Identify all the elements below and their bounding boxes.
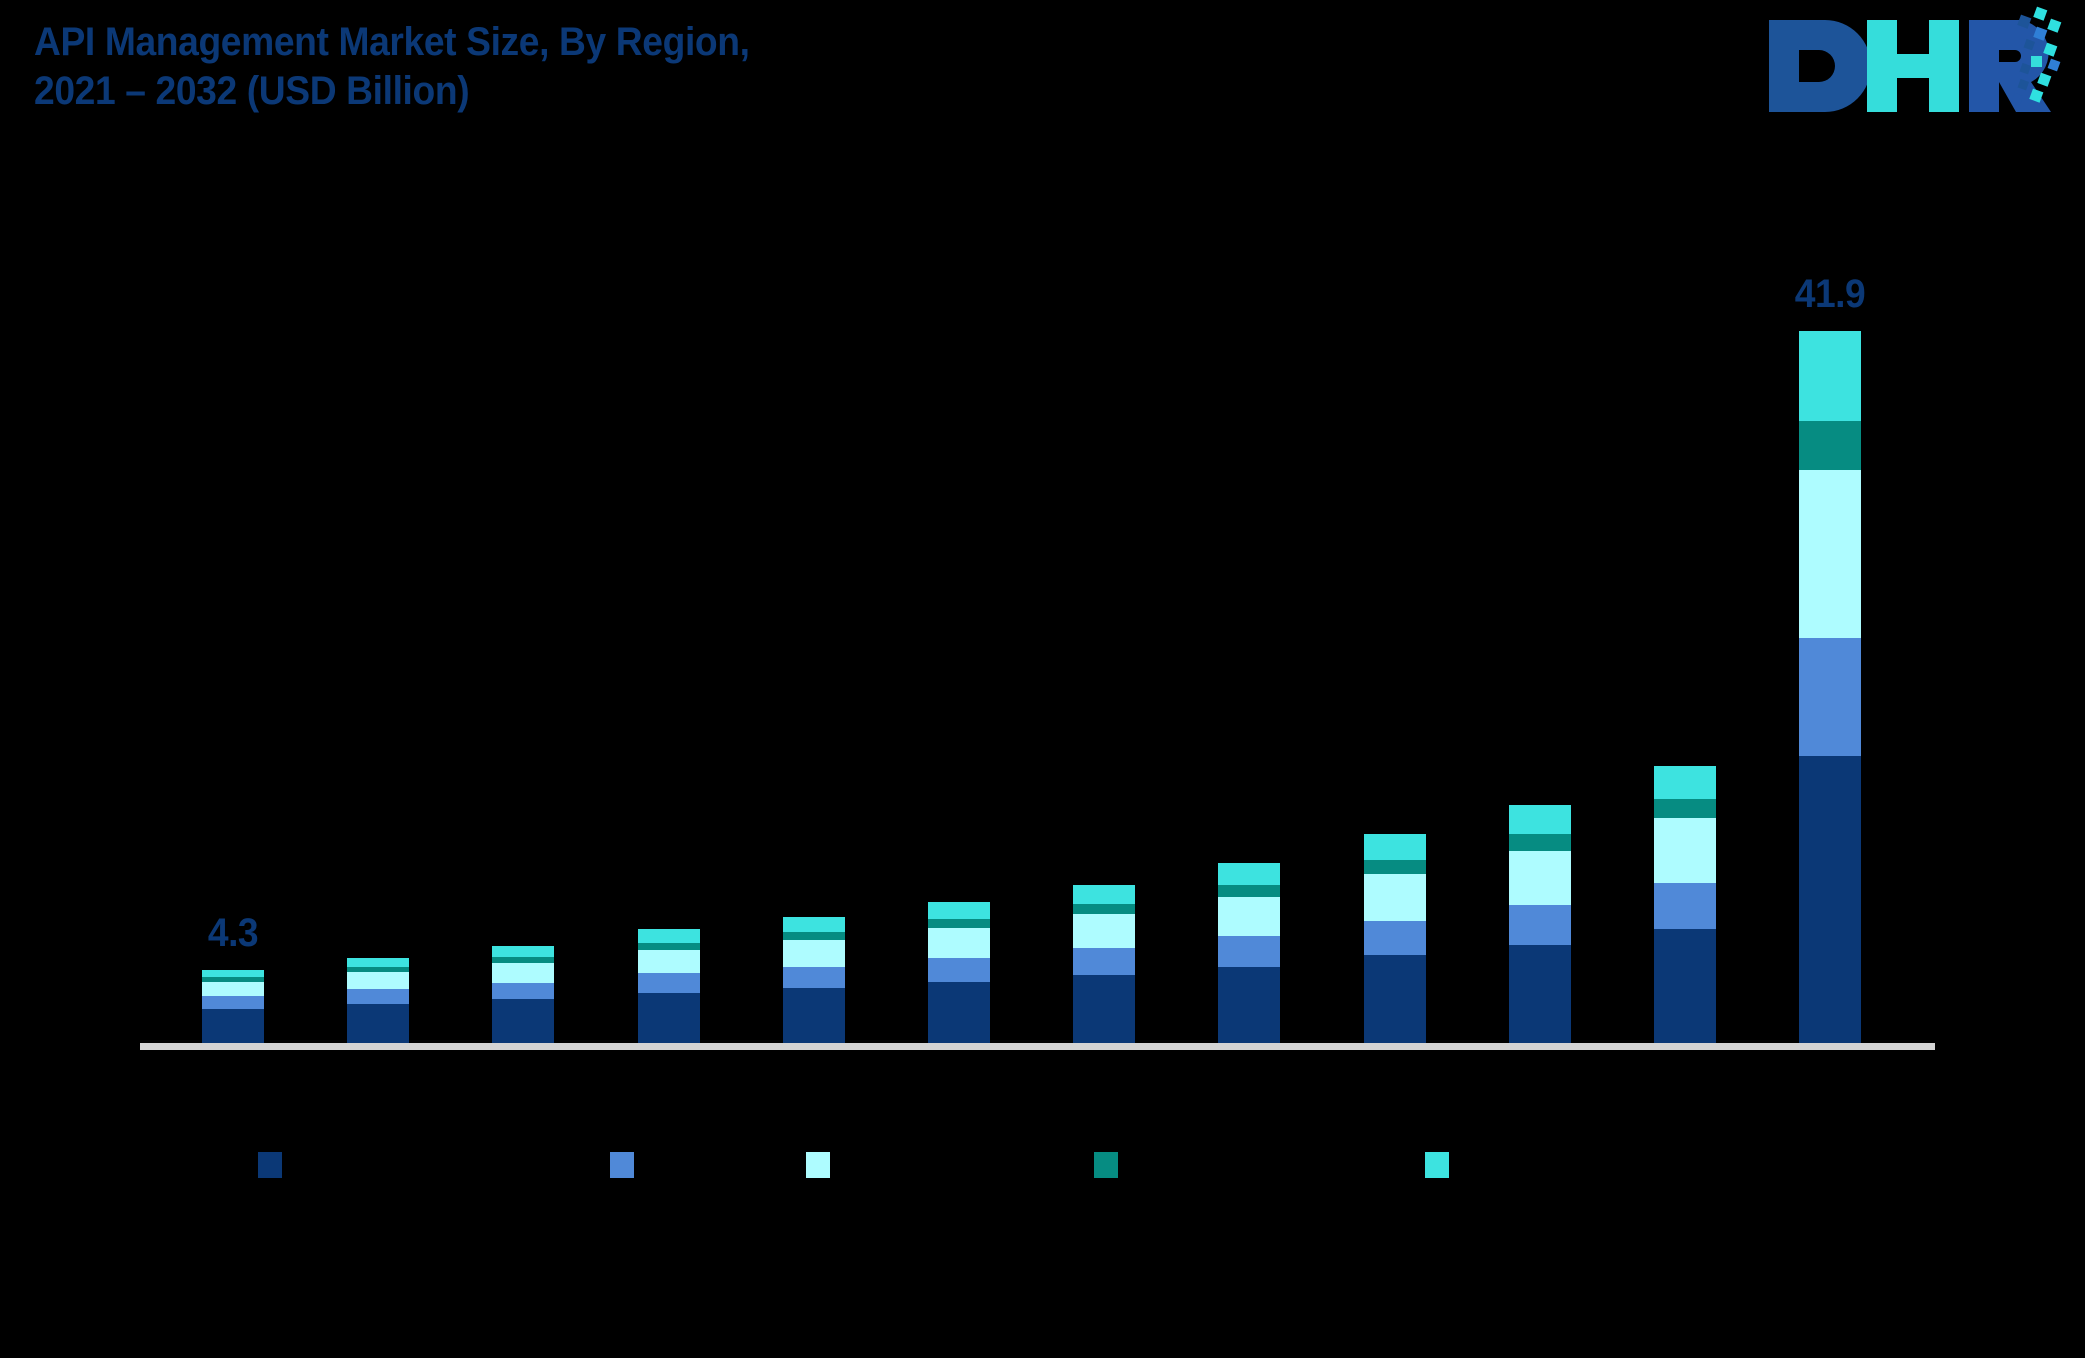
bar-segment-series-2[interactable] bbox=[1363, 920, 1426, 956]
bar-stack[interactable] bbox=[347, 958, 410, 1043]
bar-segment-series-2[interactable] bbox=[202, 996, 264, 1009]
bar-segment-series-4[interactable] bbox=[492, 957, 555, 964]
bar-segment-series-5[interactable] bbox=[492, 946, 555, 958]
bar-segment-series-4[interactable] bbox=[1799, 420, 1862, 471]
bar-segment-series-1[interactable] bbox=[1073, 975, 1136, 1043]
bar-segment-series-1[interactable] bbox=[928, 981, 990, 1043]
bar-stack[interactable] bbox=[928, 901, 990, 1043]
bar-stack[interactable] bbox=[1508, 805, 1571, 1043]
bar-stack[interactable] bbox=[1073, 884, 1136, 1043]
dhr-logo bbox=[1763, 6, 2063, 138]
bar-segment-series-5[interactable] bbox=[637, 929, 700, 943]
bar-segment-series-4[interactable] bbox=[347, 966, 410, 972]
bar-segment-series-4[interactable] bbox=[637, 942, 700, 950]
chart-legend bbox=[0, 1152, 2085, 1212]
legend-item-series-4[interactable] bbox=[1094, 1152, 1129, 1178]
bar-segment-series-3[interactable] bbox=[782, 939, 845, 967]
bar-segment-series-1[interactable] bbox=[202, 1008, 264, 1043]
bar-segment-series-1[interactable] bbox=[1799, 755, 1862, 1043]
bar-segment-series-5[interactable] bbox=[928, 901, 990, 919]
bar-segment-series-5[interactable] bbox=[1654, 765, 1716, 799]
bar-segment-series-1[interactable] bbox=[1218, 966, 1281, 1043]
bar-stack[interactable] bbox=[1218, 862, 1281, 1043]
bar-segment-series-2[interactable] bbox=[1218, 936, 1281, 967]
bar-segment-series-1[interactable] bbox=[347, 1003, 410, 1043]
legend-item-series-2[interactable] bbox=[610, 1152, 645, 1178]
bar-segment-series-3[interactable] bbox=[1654, 817, 1716, 883]
bar-stack[interactable] bbox=[202, 969, 264, 1043]
bar-stack[interactable] bbox=[1363, 833, 1426, 1043]
bar-segment-series-2[interactable] bbox=[637, 973, 700, 993]
page-title: API Management Market Size, By Region, 2… bbox=[34, 20, 750, 113]
bar-stack[interactable] bbox=[1654, 765, 1716, 1043]
bar-segment-series-4[interactable] bbox=[1363, 859, 1426, 874]
bar-segment-series-2[interactable] bbox=[1799, 637, 1862, 756]
logo-letter-d bbox=[1769, 20, 1871, 112]
bar-segment-series-3[interactable] bbox=[202, 981, 264, 997]
bar-segment-series-3[interactable] bbox=[347, 971, 410, 990]
bar-stack[interactable] bbox=[782, 917, 845, 1043]
bar-segment-series-5[interactable] bbox=[1508, 805, 1571, 835]
logo-accent-dots bbox=[2011, 6, 2062, 105]
legend-swatch-series-3 bbox=[806, 1152, 830, 1178]
bar-segment-series-2[interactable] bbox=[1508, 904, 1571, 945]
bar-segment-series-3[interactable] bbox=[1799, 470, 1862, 638]
bar-segment-series-1[interactable] bbox=[1363, 955, 1426, 1043]
bar-segment-series-4[interactable] bbox=[1508, 834, 1571, 851]
bar-segment-series-3[interactable] bbox=[1508, 850, 1571, 905]
bar-segment-series-3[interactable] bbox=[928, 927, 990, 959]
bar-segment-series-2[interactable] bbox=[928, 958, 990, 982]
bar-segment-series-4[interactable] bbox=[1654, 798, 1716, 818]
legend-swatch-series-5 bbox=[1425, 1152, 1449, 1178]
x-axis-baseline bbox=[140, 1043, 1935, 1050]
bar-segment-series-2[interactable] bbox=[1654, 882, 1716, 930]
bar-segment-series-5[interactable] bbox=[202, 969, 264, 978]
bar-segment-series-2[interactable] bbox=[347, 989, 410, 1004]
bar-segment-series-1[interactable] bbox=[782, 987, 845, 1043]
bar-stack[interactable] bbox=[637, 929, 700, 1043]
bar-segment-series-2[interactable] bbox=[782, 966, 845, 988]
bar-segment-series-4[interactable] bbox=[1218, 884, 1281, 897]
bar-segment-series-1[interactable] bbox=[637, 992, 700, 1043]
bar-segment-series-5[interactable] bbox=[1218, 862, 1281, 885]
bar-segment-series-2[interactable] bbox=[1073, 948, 1136, 975]
logo-letter-h bbox=[1867, 20, 1959, 112]
bar-segment-series-4[interactable] bbox=[928, 918, 990, 928]
bar-segment-series-3[interactable] bbox=[1363, 873, 1426, 921]
bar-value-label: 41.9 bbox=[1794, 271, 1866, 316]
bar-stack[interactable] bbox=[1799, 330, 1862, 1043]
bar-segment-series-2[interactable] bbox=[492, 983, 555, 1000]
bar-stack[interactable] bbox=[492, 946, 555, 1043]
bar-segment-series-1[interactable] bbox=[492, 999, 555, 1043]
bar-segment-series-1[interactable] bbox=[1508, 944, 1571, 1043]
bar-segment-series-1[interactable] bbox=[1654, 929, 1716, 1043]
bar-segment-series-4[interactable] bbox=[202, 977, 264, 982]
bar-segment-series-5[interactable] bbox=[1799, 330, 1862, 421]
bar-value-label: 4.3 bbox=[207, 910, 259, 955]
bar-segment-series-5[interactable] bbox=[347, 958, 410, 967]
legend-item-series-5[interactable] bbox=[1425, 1152, 1460, 1178]
bar-segment-series-3[interactable] bbox=[1218, 896, 1281, 937]
legend-swatch-series-2 bbox=[610, 1152, 634, 1178]
bar-segment-series-3[interactable] bbox=[1073, 914, 1136, 949]
legend-item-series-1[interactable] bbox=[258, 1152, 293, 1178]
legend-item-series-3[interactable] bbox=[806, 1152, 841, 1178]
bar-segment-series-5[interactable] bbox=[1363, 833, 1426, 860]
legend-swatch-series-1 bbox=[258, 1152, 282, 1178]
bar-segment-series-5[interactable] bbox=[1073, 884, 1136, 904]
bar-segment-series-4[interactable] bbox=[782, 931, 845, 940]
bar-segment-series-3[interactable] bbox=[637, 949, 700, 974]
bar-segment-series-4[interactable] bbox=[1073, 903, 1136, 915]
legend-swatch-series-4 bbox=[1094, 1152, 1118, 1178]
bar-segment-series-5[interactable] bbox=[782, 917, 845, 932]
bar-segment-series-3[interactable] bbox=[492, 963, 555, 983]
